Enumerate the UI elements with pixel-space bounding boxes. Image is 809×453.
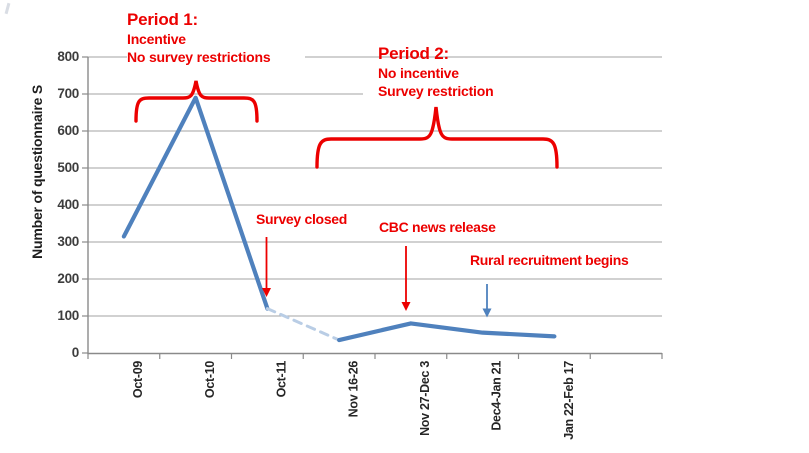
period2-title: Period 2: bbox=[378, 44, 449, 63]
y-axis-tick-label-600: 600 bbox=[57, 123, 79, 138]
annotation-cbc-news-release: CBC news release bbox=[379, 219, 496, 235]
period2-brace bbox=[315, 106, 559, 169]
y-axis-tick-label-200: 200 bbox=[57, 271, 79, 286]
data-line-solid-2 bbox=[337, 321, 557, 343]
annotation-period1: Period 1: Incentive No survey restrictio… bbox=[127, 10, 305, 73]
y-axis-tick-label-500: 500 bbox=[57, 160, 79, 175]
cbc-news-arrow-head bbox=[401, 302, 411, 311]
data-line-dashed-1 bbox=[265, 307, 341, 342]
annotation-survey-closed: Survey closed bbox=[256, 211, 348, 227]
x-axis-label-5: Dec4-Jan 21 bbox=[489, 361, 504, 431]
data-line-solid-0 bbox=[121, 95, 270, 311]
y-axis-tick-label-0: 0 bbox=[71, 345, 80, 360]
period1-line1: Incentive bbox=[127, 31, 186, 47]
x-axis-label-6: Jan 22-Feb 17 bbox=[561, 361, 576, 440]
y-axis-tick-label-700: 700 bbox=[57, 86, 79, 101]
y-axis-tick-label-400: 400 bbox=[57, 197, 79, 212]
y-axis-tick-label-300: 300 bbox=[57, 234, 79, 249]
annotation-rural-recruitment: Rural recruitment begins bbox=[470, 252, 629, 268]
x-axis-label-0: Oct-09 bbox=[130, 361, 145, 399]
period2-line1: No incentive bbox=[378, 65, 459, 81]
period1-line2: No survey restrictions bbox=[127, 49, 271, 65]
period2-line2: Survey restriction bbox=[378, 83, 494, 99]
x-axis-label-3: Nov 16-26 bbox=[346, 361, 361, 418]
y-axis-tick-label-100: 100 bbox=[57, 308, 79, 323]
x-axis-label-4: Nov 27-Dec 3 bbox=[417, 361, 432, 436]
period1-brace bbox=[134, 80, 259, 123]
x-axis-label-2: Oct-11 bbox=[274, 361, 289, 398]
x-axis-label-1: Oct-10 bbox=[202, 361, 217, 399]
period1-title: Period 1: bbox=[127, 10, 198, 29]
rural-recruitment-arrow-head bbox=[482, 308, 492, 318]
annotation-period2: Period 2: No incentive Survey restrictio… bbox=[378, 44, 494, 100]
survey-closed-arrow-head bbox=[262, 288, 271, 297]
y-axis-tick-label-800: 800 bbox=[57, 49, 79, 64]
